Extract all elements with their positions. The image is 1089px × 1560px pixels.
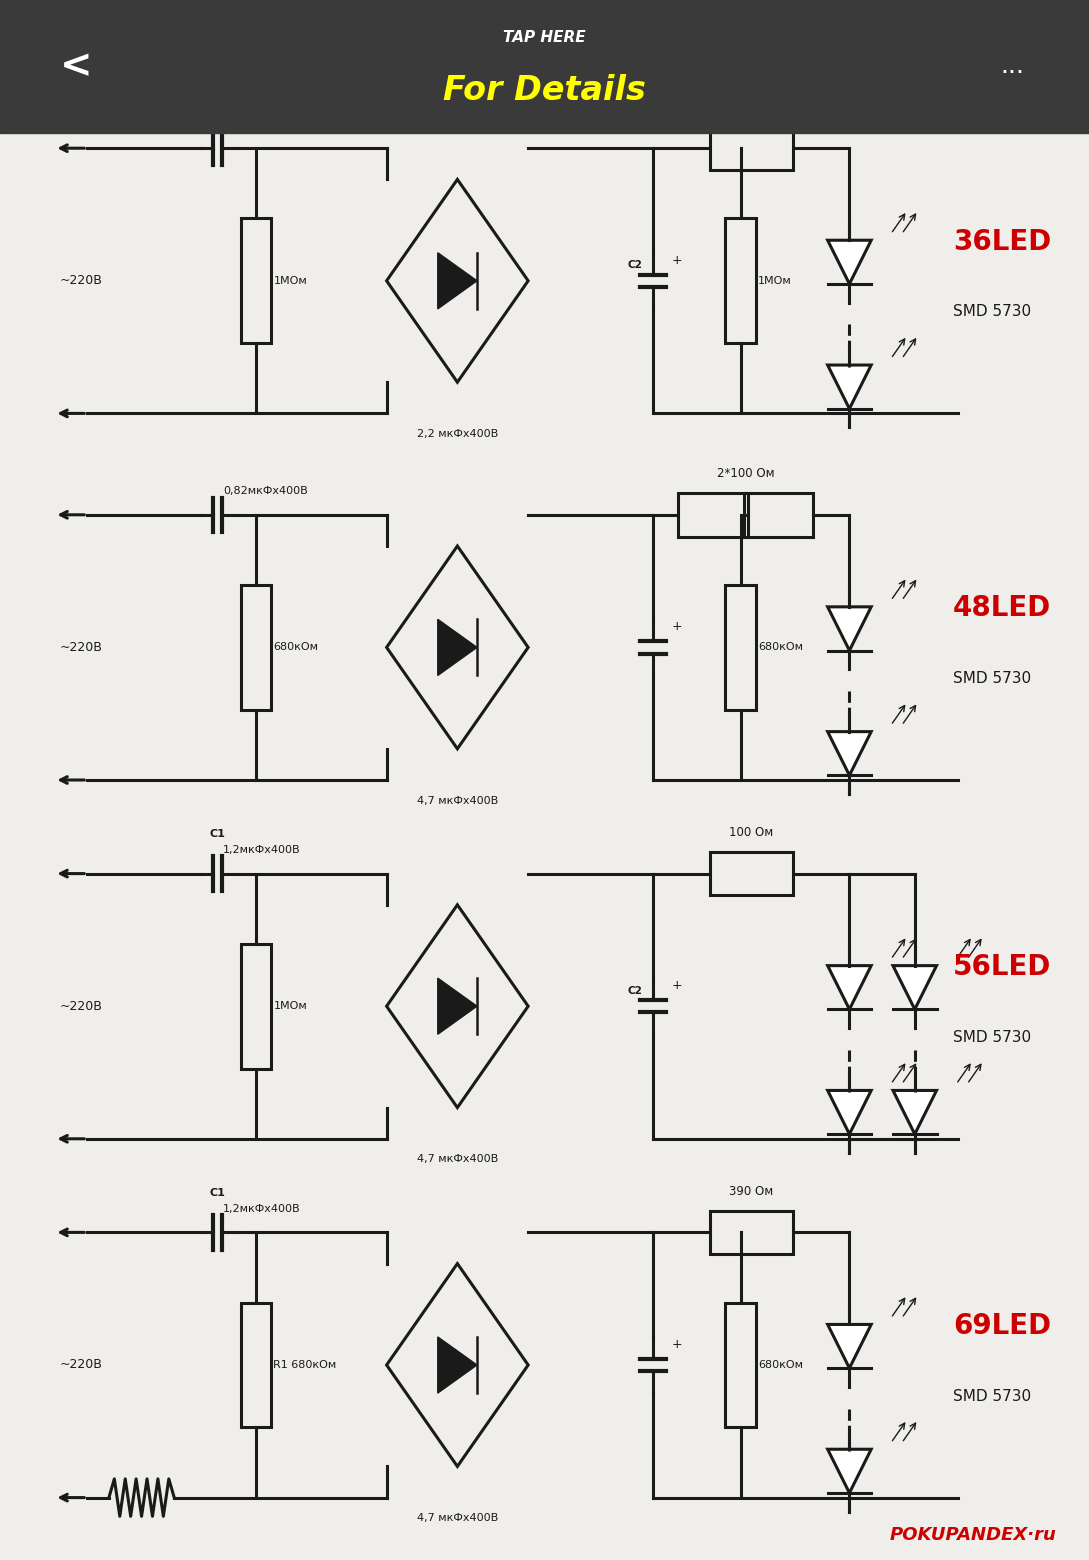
Bar (241, 944, 271, 1069)
Text: 4,7 мкФх400В: 4,7 мкФх400В (417, 1154, 498, 1164)
Polygon shape (893, 1090, 937, 1134)
Text: C1: C1 (210, 830, 225, 839)
Text: ~220В: ~220В (60, 641, 102, 654)
Polygon shape (828, 607, 871, 651)
Text: C2: C2 (627, 261, 643, 270)
Polygon shape (828, 365, 871, 409)
Text: POKUPANDEX·ru: POKUPANDEX·ru (890, 1526, 1056, 1544)
Text: 0,82мкФх400В: 0,82мкФх400В (223, 487, 308, 496)
Text: +: + (672, 254, 683, 267)
Text: SMD 5730: SMD 5730 (953, 671, 1031, 686)
Bar (241, 585, 271, 710)
Text: 4,7 мкФх400В: 4,7 мкФх400В (417, 796, 498, 805)
Text: C1: C1 (210, 105, 225, 114)
Text: SMD 5730: SMD 5730 (953, 304, 1031, 320)
Polygon shape (828, 240, 871, 284)
Bar (678, 493, 748, 537)
Polygon shape (828, 1324, 871, 1368)
Text: 36 Ом: 36 Ом (733, 101, 770, 114)
Text: <: < (60, 47, 93, 86)
Text: ~220В: ~220В (60, 275, 102, 287)
Text: C1: C1 (210, 1189, 225, 1198)
Polygon shape (438, 619, 477, 675)
Text: 1МОм: 1МОм (273, 276, 307, 285)
Text: 390 Ом: 390 Ом (730, 1186, 773, 1198)
Polygon shape (828, 966, 871, 1009)
Bar (725, 585, 756, 710)
Text: 0,82мкФх400В: 0,82мкФх400В (223, 120, 308, 129)
Bar (710, 1211, 793, 1254)
Bar (241, 218, 271, 343)
Bar (744, 493, 813, 537)
Text: For Details: For Details (443, 73, 646, 106)
Text: ~220В: ~220В (60, 1000, 102, 1012)
Text: 4,7 мкФх400В: 4,7 мкФх400В (417, 1513, 498, 1523)
Text: 69LED: 69LED (953, 1312, 1051, 1340)
Polygon shape (438, 253, 477, 309)
Text: C2: C2 (627, 986, 643, 995)
Text: 36LED: 36LED (953, 228, 1051, 256)
Polygon shape (438, 1337, 477, 1393)
Text: 1МОм: 1МОм (758, 276, 792, 285)
Text: 680кОм: 680кОм (758, 643, 803, 652)
Text: 1,2мкФх400В: 1,2мкФх400В (223, 846, 301, 855)
Polygon shape (438, 978, 477, 1034)
Bar (710, 852, 793, 895)
Text: 1МОм: 1МОм (273, 1002, 307, 1011)
Text: +: + (672, 1338, 683, 1351)
Text: 2*100 Ом: 2*100 Ом (718, 468, 774, 480)
Text: 2,2 мкФх400В: 2,2 мкФх400В (417, 429, 498, 438)
Text: +: + (672, 980, 683, 992)
Text: 48LED: 48LED (953, 594, 1051, 622)
Text: R1 680кОм: R1 680кОм (273, 1360, 337, 1370)
Text: 680кОм: 680кОм (273, 643, 318, 652)
Text: SMD 5730: SMD 5730 (953, 1388, 1031, 1404)
Bar (725, 218, 756, 343)
Text: 100 Ом: 100 Ом (730, 827, 773, 839)
Bar (710, 126, 793, 170)
Polygon shape (828, 1090, 871, 1134)
Bar (241, 1303, 271, 1427)
Polygon shape (893, 966, 937, 1009)
Text: ...: ... (1001, 55, 1025, 78)
Text: ~220В: ~220В (60, 1359, 102, 1371)
Text: +: + (672, 621, 683, 633)
Bar (725, 1303, 756, 1427)
Text: 680кОм: 680кОм (758, 1360, 803, 1370)
Text: 56LED: 56LED (953, 953, 1051, 981)
Polygon shape (828, 1449, 871, 1493)
Text: 1,2мкФх400В: 1,2мкФх400В (223, 1204, 301, 1214)
Bar (0, 0, 1089, 133)
Text: TAP HERE: TAP HERE (503, 30, 586, 45)
Text: SMD 5730: SMD 5730 (953, 1030, 1031, 1045)
Polygon shape (828, 732, 871, 775)
